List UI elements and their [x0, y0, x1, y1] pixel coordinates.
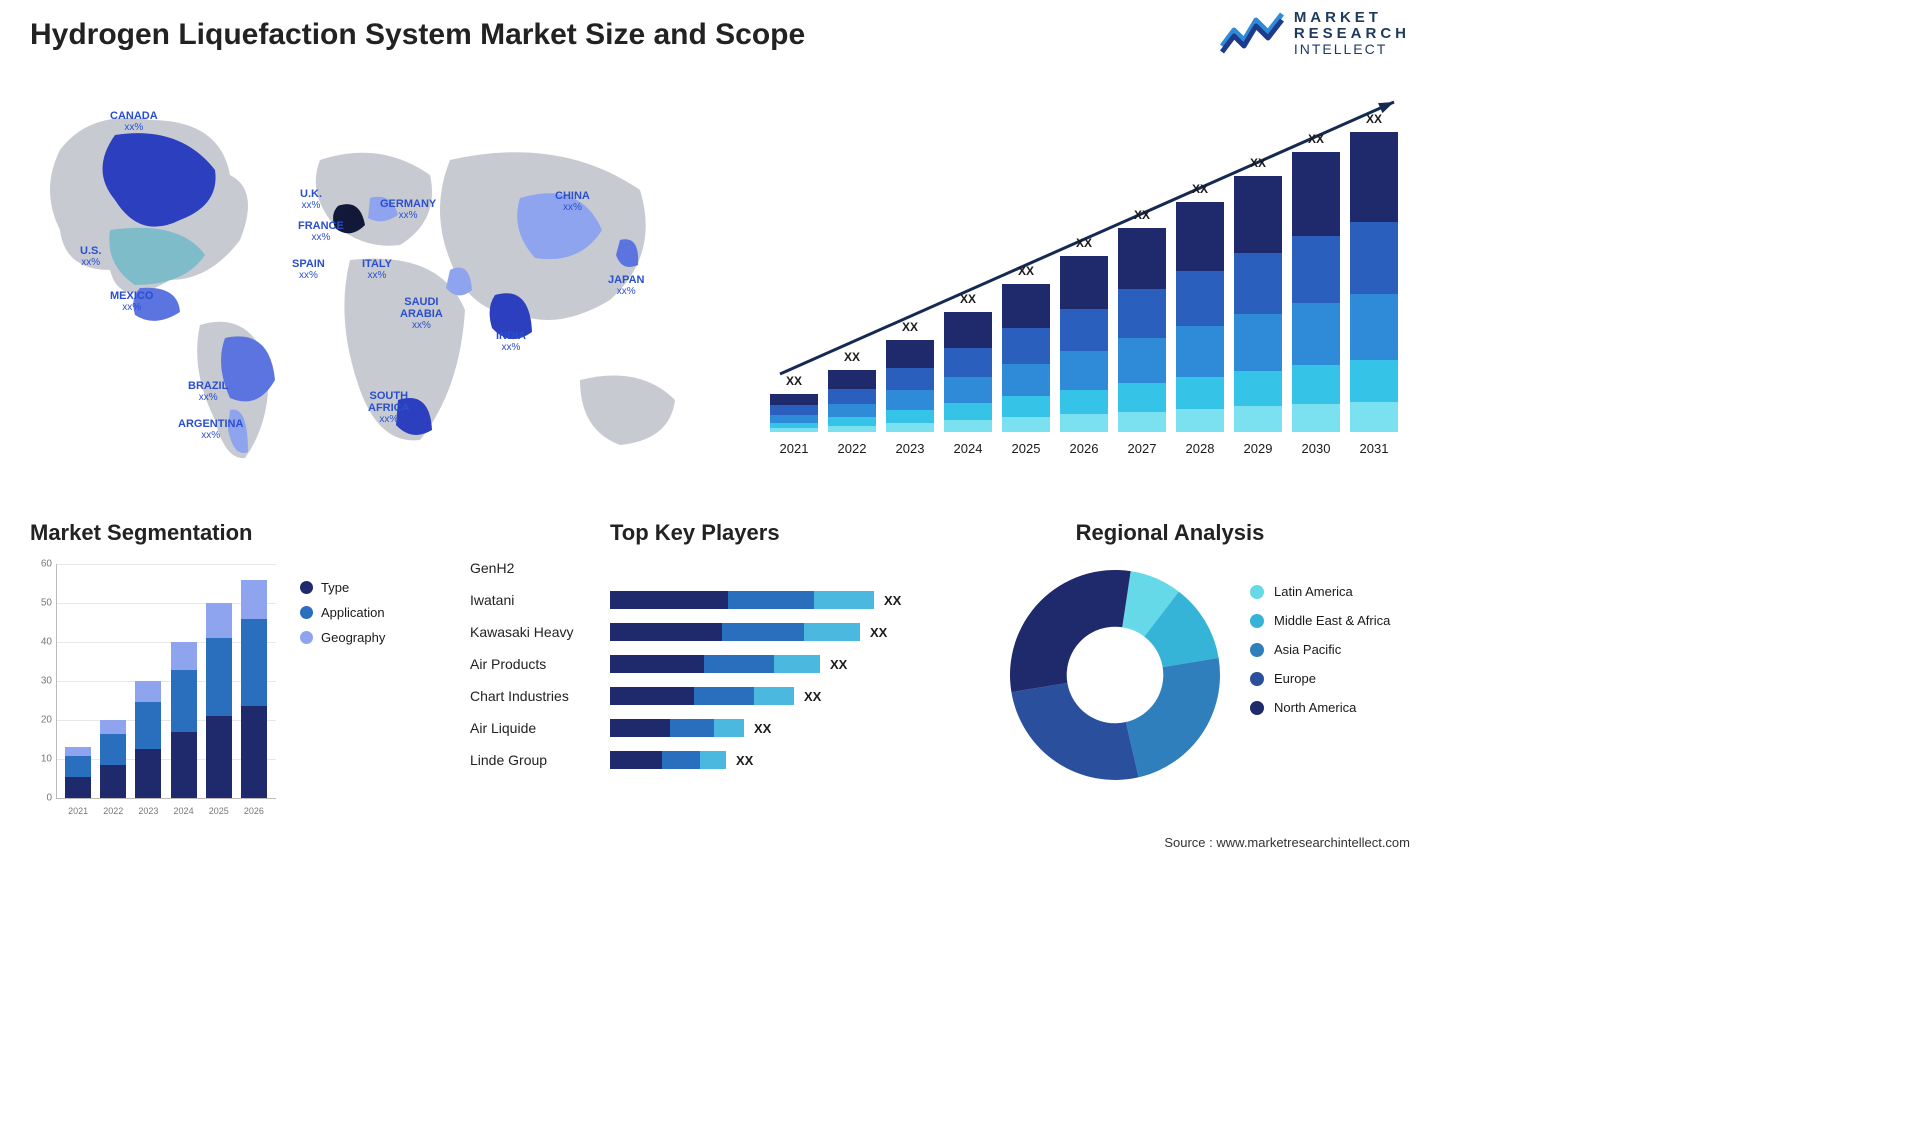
bar-value-label: XX [944, 292, 992, 306]
market-size-chart: XX 2021 XX 2022 XX 2023 XX 2024 XX 2025 XX 2026 XX 20… [760, 90, 1410, 460]
world-map: CANADAxx% U.S.xx% MEXICOxx% BRAZILxx% ARGENT… [20, 80, 720, 480]
regional-legend: Latin America Middle East & Africa Asia Pa… [1250, 570, 1390, 729]
yearly-bar [886, 340, 934, 432]
key-player-row: Air LiquideXX [470, 712, 960, 744]
bar-value-label: XX [828, 350, 876, 364]
key-player-row: IwataniXX [470, 584, 960, 616]
legend-item: Europe [1250, 671, 1390, 686]
map-label: GERMANYxx% [380, 198, 436, 221]
legend-item: Asia Pacific [1250, 642, 1390, 657]
key-player-row: Chart IndustriesXX [470, 680, 960, 712]
key-player-row: Kawasaki HeavyXX [470, 616, 960, 648]
map-label: SAUDIARABIAxx% [400, 296, 443, 331]
bar-value-label: XX [1176, 182, 1224, 196]
seg-bar [135, 681, 161, 798]
key-players-section: Top Key Players GenH2IwataniXXKawasaki H… [470, 520, 960, 776]
legend-item: Type [300, 580, 385, 595]
seg-bar [171, 642, 197, 798]
map-label: CHINAxx% [555, 190, 590, 213]
key-player-row: Air ProductsXX [470, 648, 960, 680]
map-label: SPAINxx% [292, 258, 325, 281]
x-tick: 2030 [1292, 441, 1340, 456]
segmentation-section: Market Segmentation 01020304050602021202… [30, 520, 450, 816]
bar-value-label: XX [886, 320, 934, 334]
yearly-bar [828, 370, 876, 432]
yearly-bar [1060, 256, 1108, 432]
logo-icon [1220, 10, 1284, 56]
yearly-bar [1118, 228, 1166, 432]
bar-value-label: XX [770, 374, 818, 388]
legend-item: Middle East & Africa [1250, 613, 1390, 628]
map-label: JAPANxx% [608, 274, 644, 297]
yearly-bar [1234, 176, 1282, 432]
yearly-bar [770, 394, 818, 432]
seg-bar [206, 603, 232, 798]
x-tick: 2028 [1176, 441, 1224, 456]
x-tick: 2022 [828, 441, 876, 456]
regional-section: Regional Analysis Latin AmericaMiddle Ea… [1000, 520, 1420, 546]
map-label: FRANCExx% [298, 220, 344, 243]
yearly-bar [944, 312, 992, 432]
x-tick: 2029 [1234, 441, 1282, 456]
map-label: ITALYxx% [362, 258, 392, 281]
x-tick: 2021 [770, 441, 818, 456]
segmentation-heading: Market Segmentation [30, 520, 450, 546]
key-players-heading: Top Key Players [610, 520, 960, 546]
regional-heading: Regional Analysis [1000, 520, 1340, 546]
segmentation-legend: Type Application Geography [300, 570, 385, 655]
page-title: Hydrogen Liquefaction System Market Size… [30, 18, 805, 52]
x-tick: 2026 [1060, 441, 1108, 456]
legend-item: North America [1250, 700, 1390, 715]
yearly-bar [1292, 152, 1340, 432]
legend-item: Latin America [1250, 584, 1390, 599]
map-label: INDIAxx% [496, 330, 526, 353]
x-tick: 2027 [1118, 441, 1166, 456]
map-label: ARGENTINAxx% [178, 418, 243, 441]
map-label: BRAZILxx% [188, 380, 228, 403]
x-tick: 2031 [1350, 441, 1398, 456]
map-label: MEXICOxx% [110, 290, 153, 313]
yearly-bar [1176, 202, 1224, 432]
bar-value-label: XX [1002, 264, 1050, 278]
regional-donut [1000, 560, 1230, 790]
bar-value-label: XX [1350, 112, 1398, 126]
key-player-row: GenH2 [470, 552, 960, 584]
x-tick: 2025 [1002, 441, 1050, 456]
key-player-row: Linde GroupXX [470, 744, 960, 776]
bar-value-label: XX [1292, 132, 1340, 146]
key-players-list: GenH2IwataniXXKawasaki HeavyXXAir Produc… [470, 552, 960, 776]
brand-logo: MARKET RESEARCH INTELLECT [1220, 10, 1410, 56]
bar-value-label: XX [1234, 156, 1282, 170]
x-tick: 2023 [886, 441, 934, 456]
bar-value-label: XX [1060, 236, 1108, 250]
yearly-bar [1002, 284, 1050, 432]
seg-bar [100, 720, 126, 798]
legend-item: Geography [300, 630, 385, 645]
yearly-bar [1350, 132, 1398, 432]
segmentation-chart: 0102030405060202120222023202420252026 [30, 556, 280, 816]
map-label: SOUTHAFRICAxx% [368, 390, 410, 425]
seg-bar [241, 580, 267, 798]
x-tick: 2024 [944, 441, 992, 456]
seg-bar [65, 747, 91, 798]
legend-item: Application [300, 605, 385, 620]
map-label: U.S.xx% [80, 245, 101, 268]
bar-value-label: XX [1118, 208, 1166, 222]
map-label: CANADAxx% [110, 110, 158, 133]
source-credit: Source : www.marketresearchintellect.com [1164, 835, 1410, 850]
logo-text: MARKET RESEARCH INTELLECT [1294, 10, 1410, 56]
map-label: U.K.xx% [300, 188, 322, 211]
